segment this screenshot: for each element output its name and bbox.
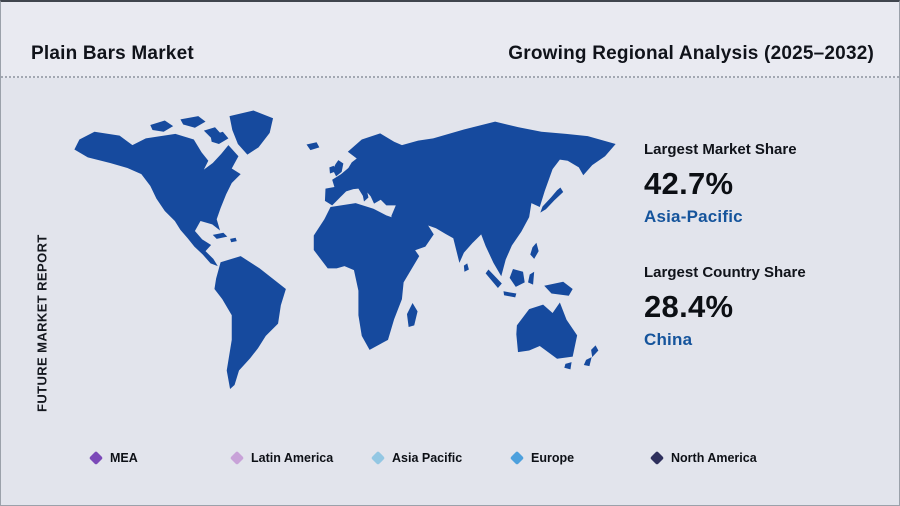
legend-marker-icon xyxy=(370,450,386,466)
stat-value: 28.4% xyxy=(644,289,734,324)
world-map-svg xyxy=(74,110,616,389)
legend-label: North America xyxy=(671,451,757,465)
stat-label: Largest Market Share xyxy=(644,141,797,158)
stat-largest-country-share: Largest Country Share 28.4% China xyxy=(644,264,884,350)
legend-marker-icon xyxy=(88,450,104,466)
legend-item-europe: Europe xyxy=(509,448,575,468)
legend-item-north-america: North America xyxy=(649,448,757,468)
stat-region: China xyxy=(644,330,693,349)
world-map xyxy=(61,94,619,406)
legend-item-asia-pacific: Asia Pacific xyxy=(370,448,463,468)
legend-label: MEA xyxy=(110,451,138,465)
stat-largest-market-share: Largest Market Share 42.7% Asia-Pacific xyxy=(644,141,884,227)
stat-region: Asia-Pacific xyxy=(644,207,743,226)
analysis-title: Growing Regional Analysis (2025–2032) xyxy=(508,43,874,64)
legend-label: Asia Pacific xyxy=(392,451,463,465)
stat-label: Largest Country Share xyxy=(644,264,806,281)
legend-item-latin-america: Latin America xyxy=(229,448,334,468)
legend-marker-icon xyxy=(649,450,665,466)
stat-value: 42.7% xyxy=(644,166,734,201)
legend-marker-icon xyxy=(509,450,525,466)
legend-label: Latin America xyxy=(251,451,334,465)
legend-label: Europe xyxy=(531,451,575,465)
market-title: Plain Bars Market xyxy=(31,43,194,64)
vertical-watermark: FUTURE MARKET REPORT xyxy=(34,234,50,412)
legend: MEA Latin America Asia Pacific Europe No… xyxy=(1,448,899,468)
header-bar: Plain Bars Market Growing Regional Analy… xyxy=(1,2,899,78)
legend-marker-icon xyxy=(229,450,245,466)
stats-panel: Largest Market Share 42.7% Asia-Pacific … xyxy=(644,141,884,387)
legend-item-mea: MEA xyxy=(88,448,138,468)
